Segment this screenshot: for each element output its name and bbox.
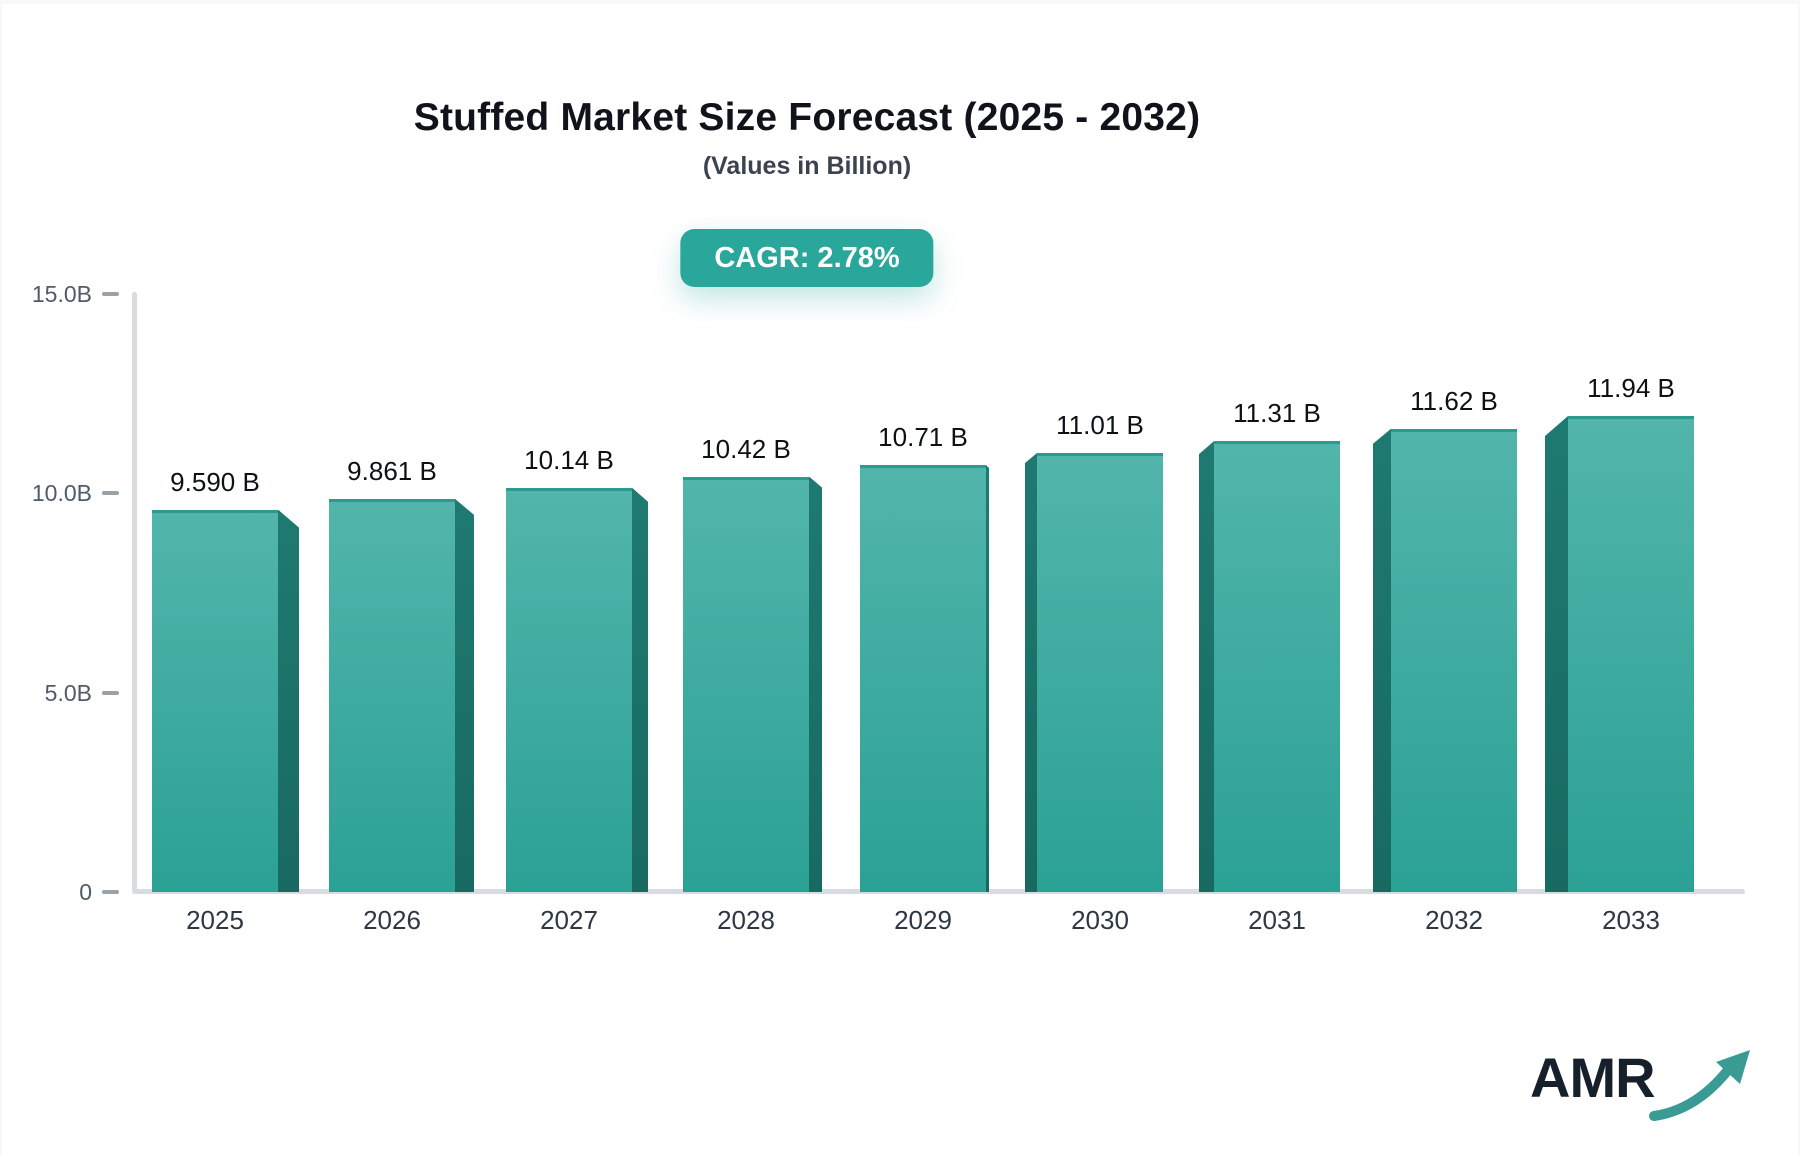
bar-front-face <box>506 487 632 892</box>
chart-subtitle: (Values in Billion) <box>702 152 912 180</box>
bar-front-face <box>860 464 986 892</box>
bar-side-face <box>1373 428 1391 892</box>
y-tick-label: 10.0B <box>31 480 92 507</box>
x-axis-label: 2029 <box>894 905 952 935</box>
y-tick-dash <box>102 890 119 894</box>
bar-side-face <box>278 509 299 892</box>
bar-value-label: 11.94 B <box>1587 372 1675 403</box>
y-tick-label: 5.0B <box>44 679 92 706</box>
amr-logo: AMR <box>1530 1042 1750 1122</box>
x-axis-label: 2030 <box>1071 905 1129 935</box>
bar-value-label: 10.14 B <box>524 444 614 475</box>
bar-value-label: 10.71 B <box>878 421 968 452</box>
bar-value-label: 11.62 B <box>1410 385 1498 416</box>
x-axis-label: 2027 <box>540 905 598 935</box>
chart-card: Stuffed Market Size Forecast (2025 - 203… <box>2 4 1798 1156</box>
x-axis-label: 2025 <box>186 905 244 935</box>
bar-front-face <box>152 509 278 892</box>
bar-front-face <box>1214 441 1340 892</box>
y-tick-dash <box>102 690 119 695</box>
x-axis-label: 2028 <box>717 905 775 935</box>
bar-side-face <box>632 487 648 892</box>
bar-side-face <box>986 464 989 892</box>
x-axis-label: 2032 <box>1425 905 1483 935</box>
y-tick-label: 15.0B <box>31 280 92 307</box>
x-axis-label: 2026 <box>363 905 421 935</box>
y-tick-label: 0 <box>79 879 92 905</box>
bar-value-label: 9.590 B <box>170 466 260 497</box>
x-axis-label: 2031 <box>1248 905 1306 935</box>
bar-value-label: 11.31 B <box>1233 398 1321 429</box>
bar-side-face <box>1025 453 1037 892</box>
y-axis-line <box>132 292 137 892</box>
bar-front-face <box>1568 415 1694 892</box>
amr-logo-arrow-icon <box>1649 1050 1750 1121</box>
bar-side-face <box>1545 415 1568 892</box>
bar-side-face <box>455 498 474 892</box>
bar-front-face <box>683 476 809 892</box>
chart-title: Stuffed Market Size Forecast (2025 - 203… <box>413 96 1201 139</box>
bar-value-label: 10.42 B <box>701 433 791 464</box>
x-axis-label: 2033 <box>1602 905 1660 935</box>
bar-front-face <box>1391 428 1517 892</box>
cagr-badge: CAGR: 2.78% <box>680 229 934 287</box>
y-tick-dash <box>102 491 119 496</box>
bar-value-label: 9.861 B <box>347 455 437 486</box>
bar-side-face <box>1199 441 1214 892</box>
bar-front-face <box>1037 453 1163 892</box>
bar-value-label: 11.01 B <box>1056 410 1144 441</box>
amr-logo-text: AMR <box>1530 1046 1656 1109</box>
bar-front-face <box>329 498 455 892</box>
bar-side-face <box>809 476 822 892</box>
y-tick-dash <box>102 291 119 296</box>
